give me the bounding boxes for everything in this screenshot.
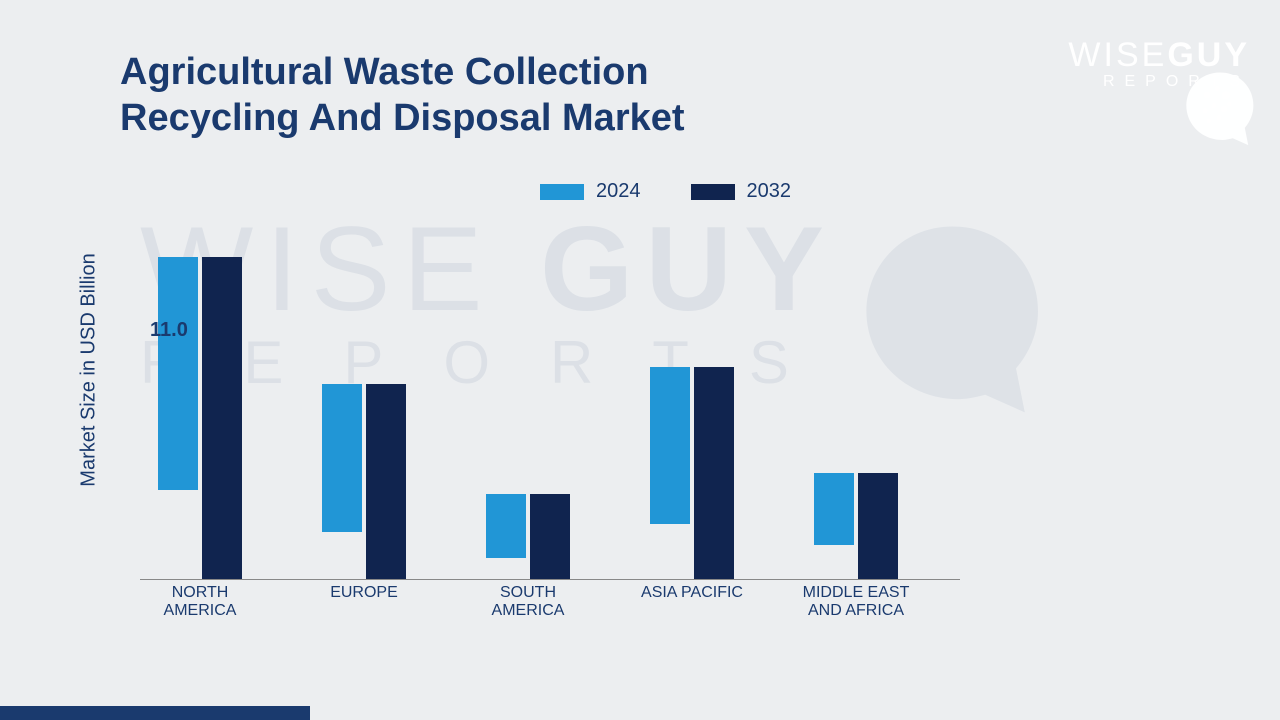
chart-area: Market Size in USD Billion 2024 2032 11.… [60,180,970,660]
x-axis-label: MIDDLE EAST AND AFRICA [796,584,916,621]
brand-logo: WISEGUY REPORTS [1068,36,1250,91]
bar-2024 [650,367,690,524]
bar-group [304,384,424,579]
bar-2032 [530,494,570,579]
x-axis-label: NORTH AMERICA [140,584,260,621]
bar-2024 [486,494,526,558]
legend-label-2032: 2032 [747,180,792,203]
x-axis-label: EUROPE [304,584,424,602]
legend-label-2024: 2024 [596,180,641,203]
legend-swatch-2032 [691,184,735,200]
legend-item-2032: 2032 [691,180,792,203]
bar-2024 [158,257,198,490]
bar-group [796,473,916,579]
logo-text-wise: WISE [1068,36,1167,74]
bar-group [140,257,260,579]
y-axis-label: Market Size in USD Billion [78,253,101,486]
bar-value-label: 11.0 [150,319,188,342]
bar-2024 [814,473,854,545]
bar-2032 [202,257,242,579]
page-root: WISEGUY REPORTS Agricultural Waste Colle… [0,0,1280,720]
x-axis-label: ASIA PACIFIC [632,584,752,602]
chart-plot: 11.0 [140,220,960,580]
bar-group [468,494,588,579]
chart-legend: 2024 2032 [540,180,791,203]
brand-head-icon [1176,66,1262,152]
legend-item-2024: 2024 [540,180,641,203]
y-axis-label-wrap: Market Size in USD Billion [78,180,100,560]
legend-swatch-2024 [540,184,584,200]
footer-accent-bar [0,706,310,720]
bar-2032 [858,473,898,579]
x-axis-label: SOUTH AMERICA [468,584,588,621]
bar-group [632,367,752,579]
chart-title: Agricultural Waste Collection Recycling … [120,50,820,141]
bar-2032 [366,384,406,579]
bar-2032 [694,367,734,579]
bar-2024 [322,384,362,532]
